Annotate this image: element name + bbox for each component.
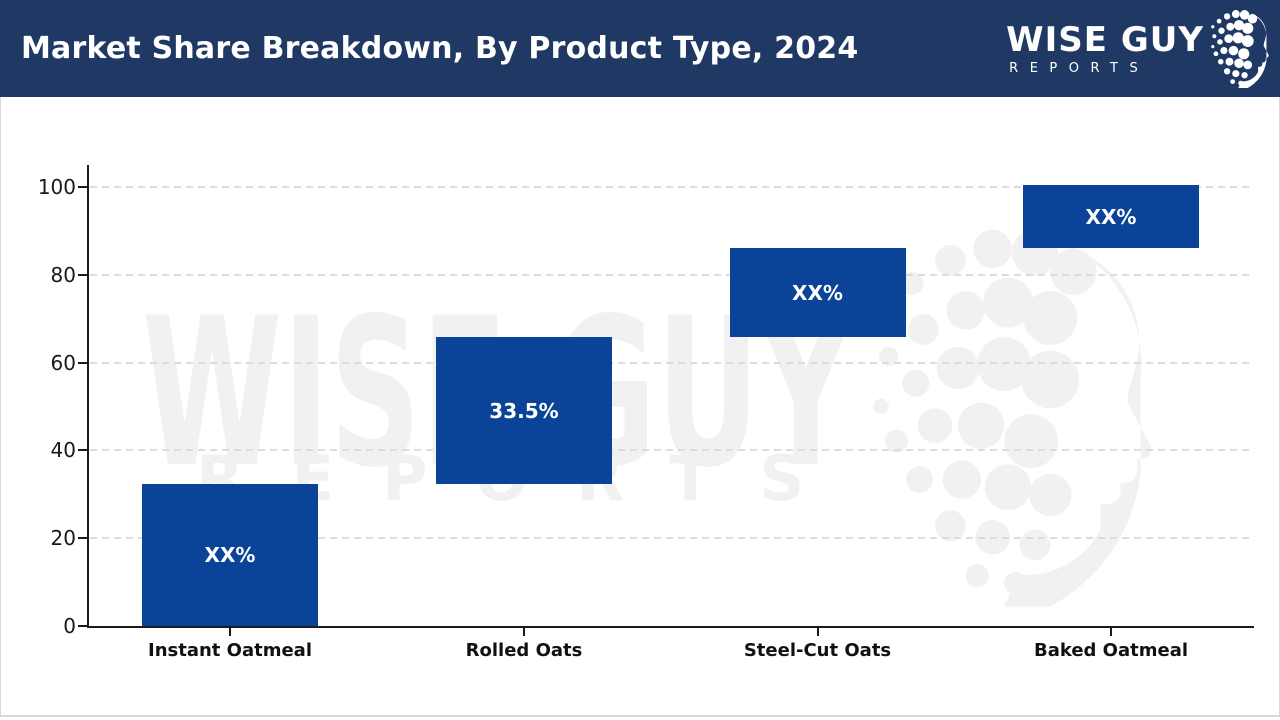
x-tick-0 [229,628,231,636]
bar-rolled-oats: 33.5% [436,337,612,485]
x-category-label: Rolled Oats [465,640,583,661]
y-tick-60 [78,361,88,364]
x-tick-1 [523,628,525,636]
gridline-60 [90,361,1253,364]
y-tick-label-20: 20 [50,526,76,551]
page-title: Market Share Breakdown, By Product Type,… [21,31,859,66]
y-tick-label-60: 60 [50,350,76,375]
y-tick-100 [78,186,88,188]
x-axis-line [87,626,1254,628]
gridline-20 [90,537,1253,540]
gridline-80 [90,273,1253,276]
bar-value-label: XX% [204,543,256,568]
x-category-label: Baked Oatmeal [1033,640,1189,661]
y-tick-label-100: 100 [37,175,76,199]
bar-baked-oatmeal: XX% [1023,185,1199,248]
y-tick-20 [78,537,88,540]
y-tick-label-80: 80 [50,262,76,287]
y-tick-0 [78,625,88,627]
bar-value-label: 33.5% [489,398,559,423]
brand-logo-text: WISE GUY REPORTS [1006,23,1204,75]
gridline-100 [90,186,1253,188]
y-axis-line [87,165,89,628]
bar-value-label: XX% [1085,204,1137,229]
x-category-label: Steel-Cut Oats [743,640,892,661]
bar-instant-oatmeal: XX% [142,484,318,626]
bar-value-label: XX% [792,280,843,305]
x-tick-3 [1110,628,1112,636]
x-category-label: Instant Oatmeal [148,640,312,661]
y-tick-label-40: 40 [50,438,76,463]
y-tick-40 [78,449,88,452]
bar-steel-cut-oats: XX% [729,248,906,338]
y-tick-80 [78,273,88,276]
logo-subtitle: REPORTS [1009,60,1150,76]
gridline-40 [90,449,1253,452]
logo-wordmark: WISE GUY [1006,19,1204,60]
brand-logo: WISE GUY REPORTS [1006,9,1280,89]
y-tick-label-0: 0 [63,614,76,638]
header: Market Share Breakdown, By Product Type,… [0,0,1280,97]
x-tick-2 [816,628,819,636]
